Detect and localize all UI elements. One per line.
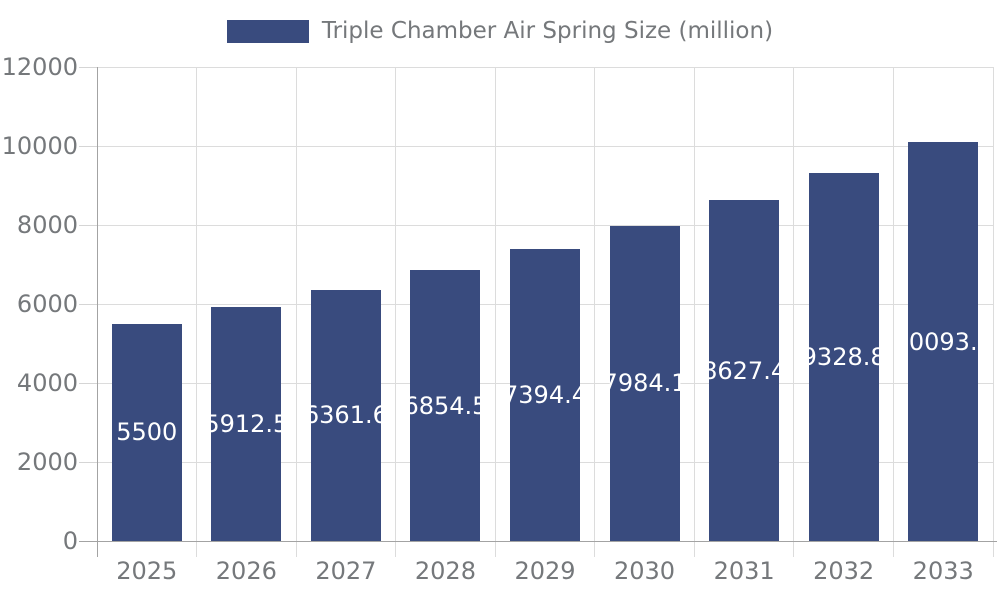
y-axis-tick — [79, 224, 97, 226]
x-tick-label: 2025 — [116, 557, 178, 585]
grid-line-vertical — [992, 67, 994, 557]
y-axis-line — [96, 67, 98, 557]
bar-2033[interactable] — [908, 142, 979, 541]
grid-line-horizontal — [97, 66, 993, 68]
x-tick-label: 2030 — [614, 557, 676, 585]
y-axis-tick — [79, 461, 97, 463]
bar-2027[interactable] — [310, 289, 381, 541]
y-tick-label: 12000 — [1, 53, 78, 81]
y-axis-tick — [79, 540, 97, 542]
grid-line-vertical — [295, 67, 297, 557]
bar-2028[interactable] — [410, 270, 481, 541]
x-tick-label: 2031 — [713, 557, 775, 585]
grid-line-vertical — [196, 67, 198, 557]
y-tick-label: 0 — [62, 527, 78, 555]
y-axis-tick — [79, 66, 97, 68]
grid-line-horizontal — [97, 145, 993, 147]
bar-2030[interactable] — [609, 225, 680, 541]
bar-2032[interactable] — [808, 172, 879, 541]
grid-line-vertical — [594, 67, 596, 557]
x-tick-label: 2032 — [813, 557, 875, 585]
legend-swatch — [226, 19, 309, 43]
bar-2031[interactable] — [709, 200, 780, 541]
x-tick-label: 2029 — [514, 557, 576, 585]
x-tick-label: 2028 — [414, 557, 476, 585]
grid-line-vertical — [494, 67, 496, 557]
bar-2025[interactable] — [111, 323, 182, 541]
legend-label: Triple Chamber Air Spring Size (million) — [321, 18, 774, 44]
bar-2029[interactable] — [510, 248, 580, 541]
y-tick-label: 2000 — [16, 448, 78, 476]
y-axis-tick — [79, 145, 97, 147]
grid-line-vertical — [793, 67, 795, 557]
grid-line-vertical — [892, 67, 894, 557]
grid-line-vertical — [395, 67, 397, 557]
bar-2026[interactable] — [211, 307, 282, 541]
y-axis-tick — [79, 382, 97, 384]
x-tick-label: 2033 — [912, 557, 974, 585]
y-tick-label: 10000 — [1, 132, 78, 160]
y-axis-tick — [79, 303, 97, 305]
y-tick-label: 6000 — [16, 290, 78, 318]
x-tick-label: 2027 — [315, 557, 377, 585]
y-tick-label: 8000 — [16, 211, 78, 239]
legend[interactable]: Triple Chamber Air Spring Size (million) — [0, 17, 1000, 45]
grid-line-vertical — [693, 67, 695, 557]
x-tick-label: 2026 — [215, 557, 277, 585]
y-tick-label: 4000 — [16, 369, 78, 397]
